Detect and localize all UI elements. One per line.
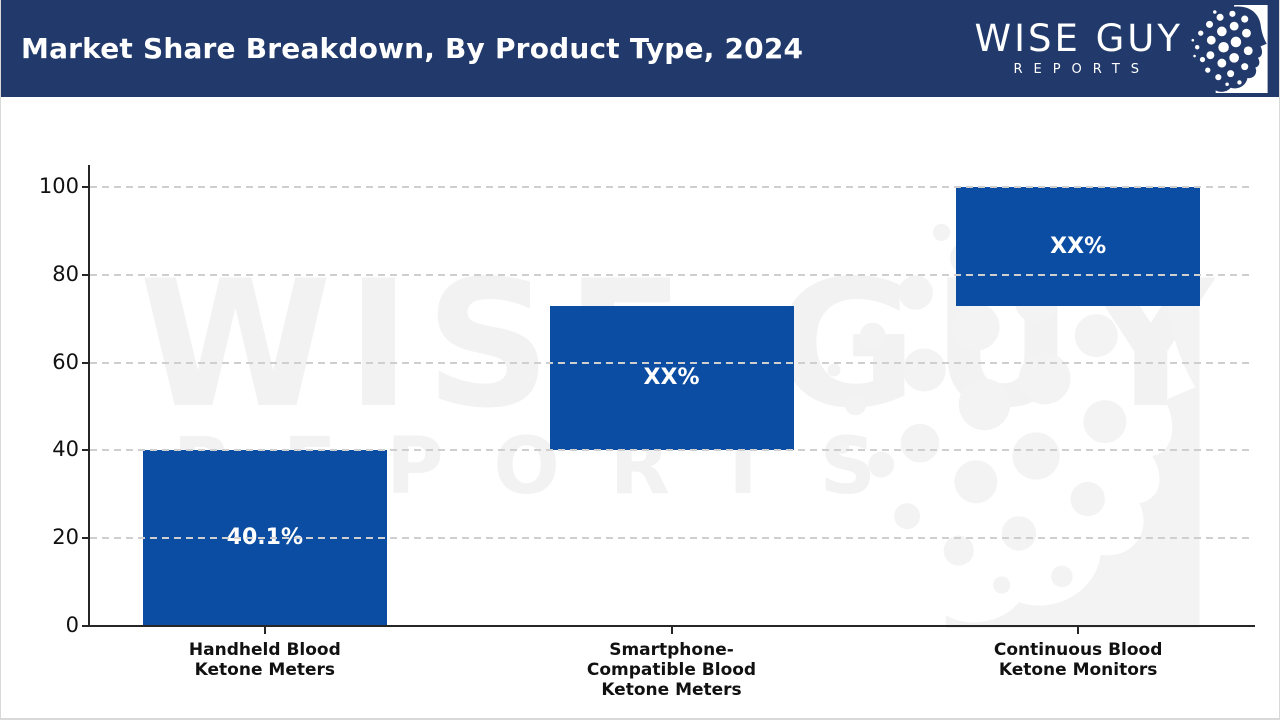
y-tick-label: 100 <box>38 173 79 198</box>
bar-value-label: XX% <box>1050 233 1107 259</box>
x-axis-line <box>88 625 1255 627</box>
dotted-head-icon <box>1191 4 1268 93</box>
y-tick-mark <box>82 185 89 188</box>
wise-guy-reports-logo: WISE GUY REPORTS <box>975 4 1271 93</box>
y-tick-label: 40 <box>52 437 79 462</box>
y-tick-label: 20 <box>52 525 79 550</box>
x-category-label: Continuous Blood Ketone Monitors <box>993 640 1163 680</box>
bar-value-label: XX% <box>643 365 700 391</box>
y-tick-label: 0 <box>65 613 79 637</box>
gridline-60 <box>90 361 1253 364</box>
logo-wordmark: WISE GUY <box>974 17 1183 60</box>
gridline-80 <box>90 273 1253 276</box>
y-tick-mark <box>82 625 89 627</box>
y-axis-line <box>88 165 90 627</box>
y-tick-label: 80 <box>52 261 79 286</box>
gridline-40 <box>90 449 1253 452</box>
bar-segment: XX% <box>549 305 794 450</box>
y-tick-mark <box>82 537 89 540</box>
x-category-label: Handheld Blood Ketone Meters <box>188 640 341 680</box>
y-tick-label: 60 <box>52 349 79 374</box>
x-tick-mark <box>1077 627 1080 634</box>
y-tick-mark <box>82 449 89 452</box>
logo-subtitle: REPORTS <box>1013 62 1151 77</box>
gridline-100 <box>90 185 1253 188</box>
x-category-label: Smartphone- Compatible Blood Ketone Meters <box>586 640 757 700</box>
y-tick-mark <box>82 273 89 276</box>
y-tick-mark <box>82 361 89 364</box>
page-title: Market Share Breakdown, By Product Type,… <box>21 32 804 65</box>
x-tick-mark <box>670 627 673 634</box>
x-tick-mark <box>263 627 266 634</box>
bar-segment: XX% <box>956 186 1201 306</box>
gridline-20 <box>90 537 1253 540</box>
logo-text: WISE GUY REPORTS <box>975 20 1183 77</box>
header-bar: Market Share Breakdown, By Product Type,… <box>1 0 1279 97</box>
